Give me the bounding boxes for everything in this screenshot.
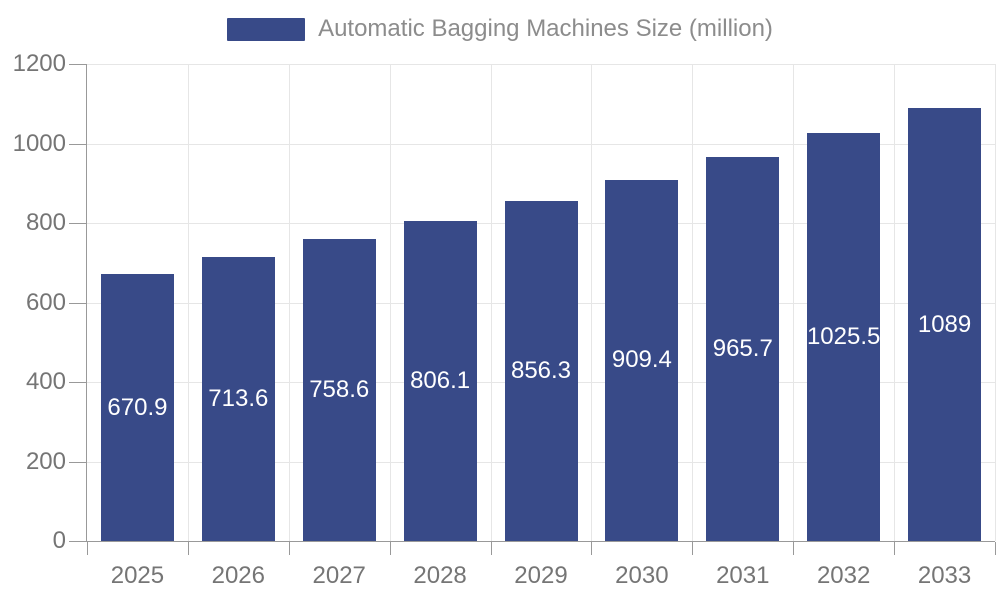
gridline-vertical bbox=[894, 64, 896, 541]
y-axis-tick bbox=[69, 302, 87, 304]
bar[interactable]: 713.6 bbox=[201, 257, 275, 541]
gridline-horizontal bbox=[87, 64, 995, 65]
bar[interactable]: 806.1 bbox=[403, 220, 477, 541]
bar-value-label: 1089 bbox=[917, 310, 972, 338]
x-tick-label: 2026 bbox=[211, 562, 265, 589]
bar-value-label: 965.7 bbox=[712, 335, 773, 363]
bar[interactable]: 758.6 bbox=[302, 239, 376, 541]
x-tick-label: 2031 bbox=[716, 562, 770, 589]
x-axis-tick bbox=[288, 542, 290, 555]
x-axis-tick bbox=[187, 542, 189, 555]
y-axis-tick bbox=[69, 143, 87, 145]
gridline-vertical bbox=[692, 64, 694, 541]
bar-value-label: 758.6 bbox=[309, 376, 370, 404]
y-axis-tick bbox=[69, 541, 87, 542]
bar-value-label: 806.1 bbox=[410, 366, 471, 394]
x-tick-label: 2025 bbox=[110, 562, 165, 589]
y-tick-label: 1200 bbox=[12, 50, 66, 77]
bar[interactable]: 909.4 bbox=[605, 179, 679, 541]
y-tick-label: 600 bbox=[25, 288, 66, 316]
x-tick-label: 2029 bbox=[514, 562, 568, 589]
gridline-vertical bbox=[187, 64, 189, 541]
x-axis-tick bbox=[87, 542, 88, 555]
gridline-vertical bbox=[389, 64, 391, 541]
plot-area: 0 200 400 600 800 1000 1200 2025 670.9 2026 713.6 2… bbox=[13, 50, 996, 589]
x-axis-tick bbox=[793, 542, 795, 555]
y-axis-tick bbox=[69, 64, 87, 65]
y-tick-label: 1000 bbox=[12, 129, 66, 157]
bar[interactable]: 670.9 bbox=[100, 274, 174, 541]
gridline-vertical bbox=[490, 64, 492, 541]
y-tick-label: 0 bbox=[52, 527, 66, 554]
x-axis-tick bbox=[490, 542, 492, 555]
legend-swatch-icon bbox=[227, 17, 306, 41]
y-axis-tick bbox=[69, 461, 87, 463]
gridline-vertical bbox=[793, 64, 795, 541]
y-axis-tick bbox=[69, 223, 87, 224]
y-tick-label: 800 bbox=[25, 209, 66, 236]
bar-value-label: 713.6 bbox=[208, 385, 269, 413]
gridline-vertical bbox=[591, 64, 593, 541]
gridline-horizontal bbox=[87, 143, 995, 145]
legend-label: Automatic Bagging Machines Size (million… bbox=[318, 15, 773, 42]
y-tick-label: 200 bbox=[25, 447, 66, 475]
x-tick-label: 2033 bbox=[917, 562, 972, 589]
bar-value-label: 670.9 bbox=[107, 393, 168, 421]
x-tick-label: 2030 bbox=[615, 562, 669, 589]
legend[interactable]: Automatic Bagging Machines Size (million… bbox=[0, 15, 1000, 43]
x-axis-tick bbox=[692, 542, 694, 555]
x-axis-tick bbox=[995, 542, 996, 555]
y-axis-tick bbox=[69, 382, 87, 383]
gridline-vertical bbox=[995, 64, 996, 541]
bar[interactable]: 965.7 bbox=[706, 157, 780, 541]
bar[interactable]: 1089 bbox=[908, 108, 982, 541]
bar[interactable]: 856.3 bbox=[504, 200, 578, 541]
y-tick-label: 400 bbox=[25, 368, 66, 395]
x-tick-label: 2032 bbox=[816, 562, 871, 589]
bar-value-label: 1025.5 bbox=[806, 323, 881, 351]
bar-value-label: 856.3 bbox=[510, 356, 572, 384]
bar-value-label: 909.4 bbox=[611, 346, 672, 374]
bar[interactable]: 1025.5 bbox=[807, 133, 880, 541]
gridline-vertical bbox=[288, 64, 290, 541]
x-axis-tick bbox=[591, 542, 593, 555]
x-axis-tick bbox=[894, 542, 896, 555]
x-tick-label: 2028 bbox=[413, 562, 467, 589]
x-tick-label: 2027 bbox=[312, 562, 366, 589]
x-axis-tick bbox=[389, 542, 391, 555]
